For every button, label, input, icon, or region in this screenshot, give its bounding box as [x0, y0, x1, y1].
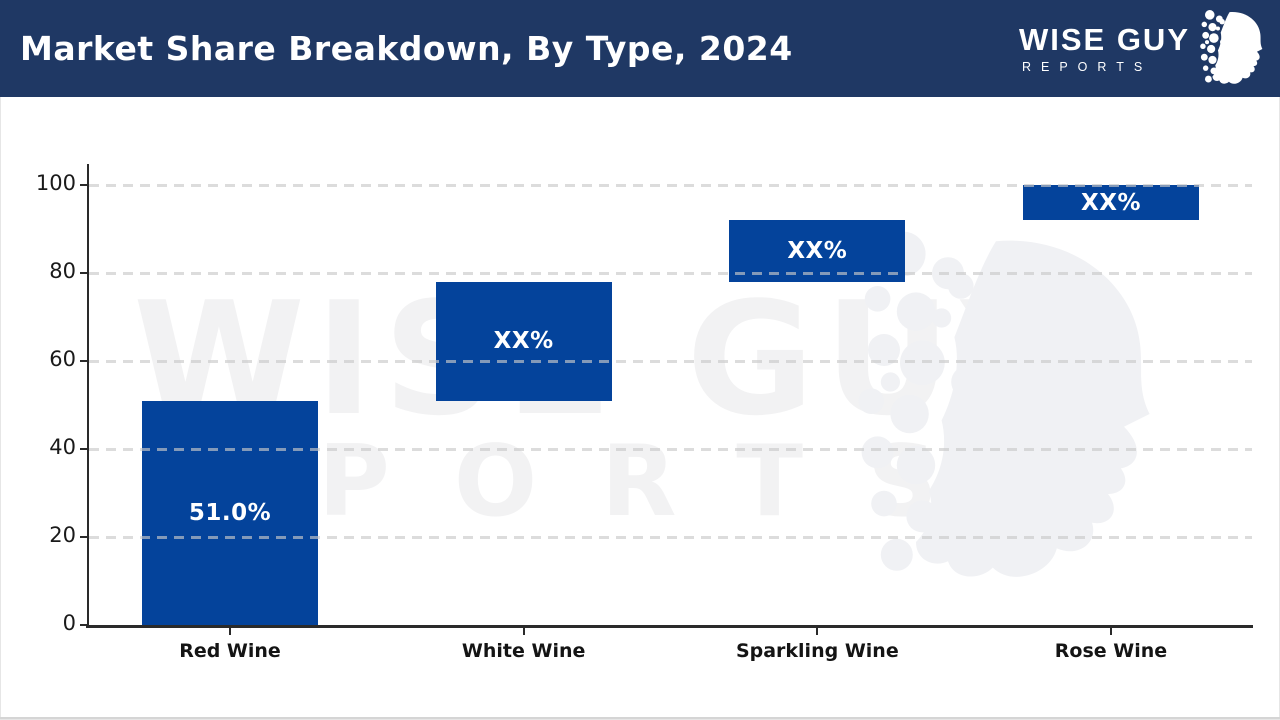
bar-value-label: 51.0%: [188, 499, 272, 526]
watermark-text-2: PORTS: [318, 425, 1002, 539]
x-category-label: White Wine: [461, 640, 586, 662]
y-tick-label: 60: [49, 347, 76, 371]
x-axis-line: [86, 625, 1253, 628]
y-tick-mark: [80, 448, 87, 450]
x-category-label: Sparkling Wine: [735, 640, 899, 662]
y-tick-mark: [80, 536, 87, 538]
bar-value-label: XX%: [1080, 189, 1141, 216]
bar-red-wine: 51.0%: [142, 400, 318, 625]
x-category-label: Red Wine: [179, 640, 281, 662]
x-tick-mark: [522, 627, 525, 635]
brand-name: WISE GUY: [1018, 22, 1190, 58]
bar-rose-wine: XX%: [1023, 185, 1199, 221]
chart-plot-area: 0 20 40 60 80 100 51.0% Red Wine XX% White Wine XX…: [0, 97, 1280, 720]
brand-head-icon: [1200, 10, 1263, 84]
gridline-20: [89, 535, 1252, 539]
y-axis-line: [87, 164, 89, 626]
y-tick-label: 0: [62, 611, 76, 635]
x-tick-mark: [1110, 627, 1112, 635]
brand-subtitle: REPORTS: [1021, 59, 1153, 74]
y-tick-mark: [80, 360, 87, 362]
brand-text: WISE GUY REPORTS: [1019, 24, 1190, 74]
gridline-80: [89, 271, 1252, 275]
bar-value-label: XX%: [493, 328, 554, 355]
y-tick-mark: [80, 272, 87, 274]
header-bar: Market Share Breakdown, By Type, 2024 WI…: [0, 0, 1280, 97]
y-tick-label: 20: [49, 523, 76, 547]
page-bottom-rule: [0, 717, 1280, 719]
gridline-60: [89, 359, 1252, 363]
y-tick-label: 40: [49, 435, 76, 459]
y-tick-mark: [80, 184, 87, 186]
bar-value-label: XX%: [787, 237, 848, 264]
y-tick-label: 100: [35, 171, 76, 195]
y-tick-label: 80: [49, 259, 76, 283]
y-tick-mark: [80, 624, 87, 626]
x-tick-mark: [816, 627, 819, 635]
x-category-label: Rose Wine: [1054, 640, 1168, 662]
bar-white-wine: XX%: [435, 281, 612, 401]
page-title: Market Share Breakdown, By Type, 2024: [20, 29, 793, 68]
brand-logo: WISE GUY REPORTS: [1019, 8, 1268, 90]
gridline-40: [89, 447, 1252, 451]
gridline-100: [89, 183, 1252, 187]
x-tick-mark: [229, 627, 231, 635]
